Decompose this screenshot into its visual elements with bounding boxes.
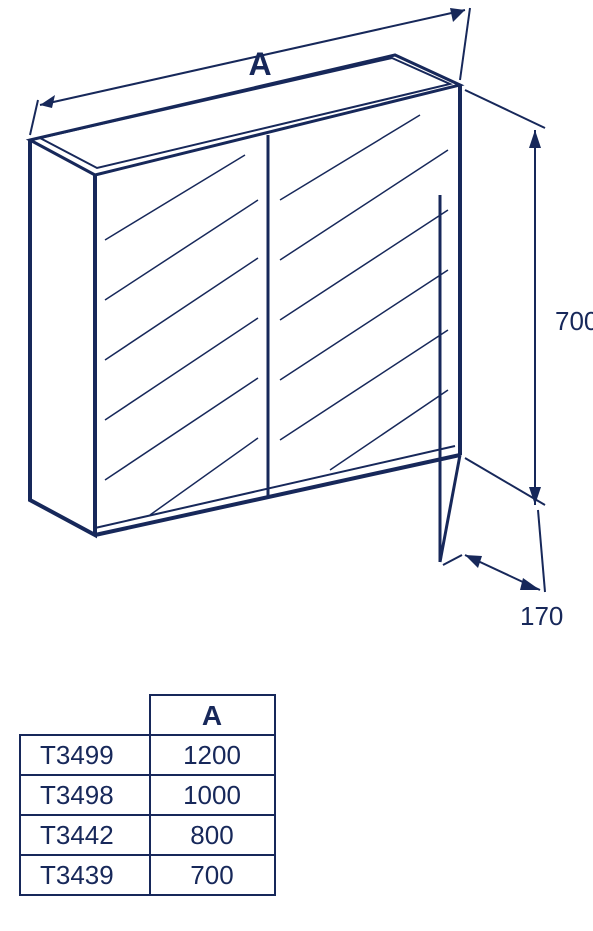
dim170-ext-r <box>538 510 545 592</box>
mirror-hatch-left <box>105 155 258 515</box>
t-r3c1: T3442 <box>40 820 114 850</box>
dimA-arrow-left <box>40 95 55 108</box>
dim170-arrow-r <box>520 578 540 590</box>
dim700-ext-bot <box>465 458 545 505</box>
dimension-700: 700 <box>465 90 593 505</box>
dimA-label: A <box>248 46 271 82</box>
dimension-A: A <box>30 8 470 135</box>
dim700-label: 700 <box>555 306 593 336</box>
t-r1c2: 1200 <box>183 740 241 770</box>
front-bottom <box>95 455 460 535</box>
dim170-label: 170 <box>520 601 563 631</box>
top-inner-rim <box>40 58 450 168</box>
t-r3c2: 800 <box>190 820 233 850</box>
mirror-hatch-right <box>280 115 448 470</box>
t-r2c1: T3498 <box>40 780 114 810</box>
dim170-ext-l <box>443 555 462 565</box>
dim170-arrow-l <box>465 555 482 568</box>
cabinet-drawing <box>30 55 460 535</box>
dimA-arrow-right <box>450 8 465 22</box>
dimA-ext-left <box>30 100 38 135</box>
table-header-A: A <box>202 700 222 731</box>
dim700-arrow-top <box>529 130 541 148</box>
bottom-left-depth <box>30 500 95 535</box>
front-top-edge <box>95 85 460 175</box>
top-face <box>30 55 460 175</box>
bottom-inner <box>95 446 455 528</box>
dimension-table: A T3499 1200 T3498 1000 T3442 800 T3439 … <box>20 695 275 895</box>
left-edge <box>30 140 95 535</box>
dimA-ext-right <box>460 8 470 80</box>
drawing-svg: A 700 170 A T3499 1200 T3498 <box>0 0 593 931</box>
depth-side-final <box>440 85 460 562</box>
t-r4c2: 700 <box>190 860 233 890</box>
t-r1c1: T3499 <box>40 740 114 770</box>
dimension-170: 170 <box>443 510 563 631</box>
t-r2c2: 1000 <box>183 780 241 810</box>
dim700-ext-top <box>465 90 545 128</box>
page: A 700 170 A T3499 1200 T3498 <box>0 0 593 931</box>
t-r4c1: T3439 <box>40 860 114 890</box>
